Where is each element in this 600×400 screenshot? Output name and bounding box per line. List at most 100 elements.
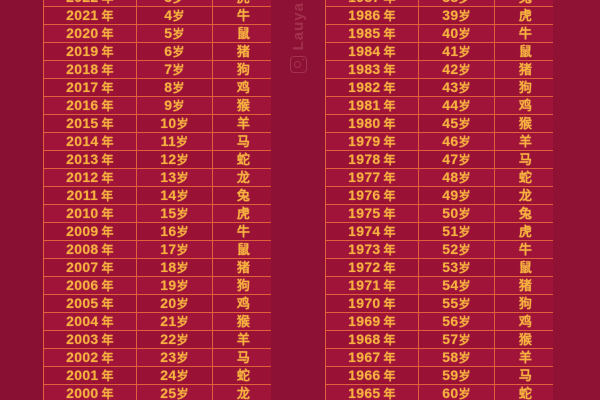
year-value: 2006 <box>66 277 99 294</box>
year-value: 2009 <box>66 223 99 240</box>
table-row: 2002 年 23岁马 <box>43 348 271 367</box>
table-row: 2004 年 21岁猴 <box>43 312 271 331</box>
year-cell: 1984 年 <box>325 42 419 61</box>
year-cell: 2012 年 <box>43 168 137 187</box>
table-row: 1980 年 45岁猴 <box>325 114 553 133</box>
year-cell: 1978 年 <box>325 150 419 169</box>
year-value: 2007 <box>66 259 99 276</box>
age-cell: 44岁 <box>418 96 495 115</box>
zodiac-cell: 蛇 <box>212 150 271 169</box>
year-suffix: 年 <box>101 99 114 113</box>
year-cell: 1986 年 <box>325 6 419 25</box>
year-cell: 2018 年 <box>43 60 137 79</box>
age-value: 54 <box>442 277 459 294</box>
year-value: 2002 <box>66 349 99 366</box>
age-value: 41 <box>442 43 459 60</box>
year-suffix: 年 <box>383 369 396 383</box>
age-suffix: 岁 <box>458 27 471 41</box>
year-cell: 1969 年 <box>325 312 419 331</box>
year-suffix: 年 <box>101 117 114 131</box>
zodiac-cell: 猴 <box>494 114 553 133</box>
age-cell: 53岁 <box>418 258 495 277</box>
zodiac-cell: 羊 <box>212 114 271 133</box>
year-cell: 2008 年 <box>43 240 137 259</box>
year-suffix: 年 <box>383 135 396 149</box>
age-suffix: 岁 <box>458 99 471 113</box>
age-suffix: 岁 <box>458 45 471 59</box>
age-value: 6 <box>164 43 173 60</box>
age-suffix: 岁 <box>172 99 185 113</box>
year-suffix: 年 <box>383 207 396 221</box>
table-row: 1985 年 40岁牛 <box>325 24 553 43</box>
table-row: 1975 年 50岁兔 <box>325 204 553 223</box>
year-suffix: 年 <box>101 315 114 329</box>
age-cell: 55岁 <box>418 294 495 313</box>
year-suffix: 年 <box>383 189 396 203</box>
age-value: 11 <box>160 133 177 150</box>
age-suffix: 岁 <box>176 135 189 149</box>
table-row: 2021 年 4岁牛 <box>43 6 271 25</box>
watermark: Lauya <box>271 0 325 400</box>
table-row: 2013 年 12岁蛇 <box>43 150 271 169</box>
age-value: 44 <box>442 97 459 114</box>
table-row: 2017 年 8岁鸡 <box>43 78 271 97</box>
age-value: 19 <box>160 277 177 294</box>
age-suffix: 岁 <box>458 351 471 365</box>
age-cell: 43岁 <box>418 78 495 97</box>
year-suffix: 年 <box>383 81 396 95</box>
table-row: 1969 年 56岁鸡 <box>325 312 553 331</box>
zodiac-cell: 鸡 <box>212 78 271 97</box>
year-cell: 2001 年 <box>43 366 137 385</box>
zodiac-cell: 猴 <box>494 330 553 349</box>
year-suffix: 年 <box>101 45 114 59</box>
zodiac-cell: 马 <box>494 366 553 385</box>
age-value: 42 <box>442 61 459 78</box>
year-suffix: 年 <box>101 27 114 41</box>
year-cell: 2016 年 <box>43 96 137 115</box>
year-suffix: 年 <box>383 387 396 400</box>
age-value: 14 <box>160 187 177 204</box>
year-value: 2008 <box>66 241 99 258</box>
table-row: 1977 年 48岁蛇 <box>325 168 553 187</box>
year-suffix: 年 <box>383 99 396 113</box>
year-cell: 2003 年 <box>43 330 137 349</box>
age-cell: 7岁 <box>136 60 213 79</box>
year-value: 1977 <box>348 169 381 186</box>
age-cell: 18岁 <box>136 258 213 277</box>
table-row: 2008 年 17岁鼠 <box>43 240 271 259</box>
zodiac-cell: 马 <box>494 150 553 169</box>
table-row: 1976 年 49岁龙 <box>325 186 553 205</box>
table-row: 2018 年 7岁狗 <box>43 60 271 79</box>
year-cell: 1976 年 <box>325 186 419 205</box>
age-suffix: 岁 <box>458 261 471 275</box>
age-value: 20 <box>160 295 177 312</box>
year-cell: 1985 年 <box>325 24 419 43</box>
year-value: 1981 <box>348 97 381 114</box>
zodiac-cell: 鼠 <box>212 24 271 43</box>
table-row: 2019 年 6岁猪 <box>43 42 271 61</box>
year-cell: 1966 年 <box>325 366 419 385</box>
zodiac-cell: 虎 <box>494 6 553 25</box>
age-cell: 6岁 <box>136 42 213 61</box>
year-cell: 2014 年 <box>43 132 137 151</box>
age-suffix: 岁 <box>458 225 471 239</box>
age-cell: 47岁 <box>418 150 495 169</box>
table-row: 1981 年 44岁鸡 <box>325 96 553 115</box>
year-cell: 1971 年 <box>325 276 419 295</box>
zodiac-cell: 狗 <box>212 60 271 79</box>
year-suffix: 年 <box>101 135 114 149</box>
table-row: 2006 年 19岁狗 <box>43 276 271 295</box>
year-suffix: 年 <box>383 333 396 347</box>
age-value: 13 <box>160 169 177 186</box>
age-suffix: 岁 <box>458 297 471 311</box>
zodiac-cell: 鸡 <box>494 312 553 331</box>
year-value: 2016 <box>66 97 99 114</box>
age-value: 46 <box>442 133 459 150</box>
zodiac-cell: 鼠 <box>212 240 271 259</box>
zodiac-cell: 羊 <box>494 132 553 151</box>
year-suffix: 年 <box>383 261 396 275</box>
year-suffix: 年 <box>101 9 114 23</box>
table-row: 2012 年 13岁龙 <box>43 168 271 187</box>
age-cell: 52岁 <box>418 240 495 259</box>
age-suffix: 岁 <box>176 243 189 257</box>
